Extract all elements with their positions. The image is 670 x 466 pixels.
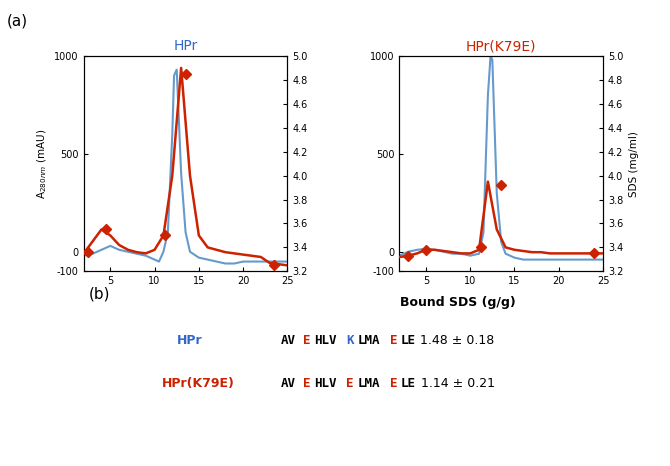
Text: E: E <box>303 377 310 390</box>
Text: E: E <box>346 377 354 390</box>
Text: 1.48 ± 0.18: 1.48 ± 0.18 <box>421 334 494 347</box>
Text: E: E <box>390 334 397 347</box>
Text: AV: AV <box>281 377 296 390</box>
Text: HLV: HLV <box>314 334 336 347</box>
Text: AV: AV <box>281 334 296 347</box>
Text: (a): (a) <box>7 14 28 29</box>
Text: Bound SDS (g/g): Bound SDS (g/g) <box>400 296 515 309</box>
Text: HPr: HPr <box>177 334 203 347</box>
Text: LMA: LMA <box>357 334 380 347</box>
Text: E: E <box>390 377 397 390</box>
Title: HPr: HPr <box>174 39 198 54</box>
Y-axis label: A$_{280nm}$ (mAU): A$_{280nm}$ (mAU) <box>36 129 49 199</box>
Text: LE: LE <box>401 377 416 390</box>
Text: E: E <box>303 334 310 347</box>
Title: HPr(K79E): HPr(K79E) <box>466 39 537 54</box>
Text: K: K <box>346 334 354 347</box>
Text: HPr(K79E): HPr(K79E) <box>161 377 234 390</box>
Y-axis label: SDS (mg/ml): SDS (mg/ml) <box>628 130 639 197</box>
Text: HLV: HLV <box>314 377 336 390</box>
Text: 1.14 ± 0.21: 1.14 ± 0.21 <box>421 377 494 390</box>
Text: (b): (b) <box>89 287 111 302</box>
Text: LE: LE <box>401 334 416 347</box>
Text: LMA: LMA <box>357 377 380 390</box>
